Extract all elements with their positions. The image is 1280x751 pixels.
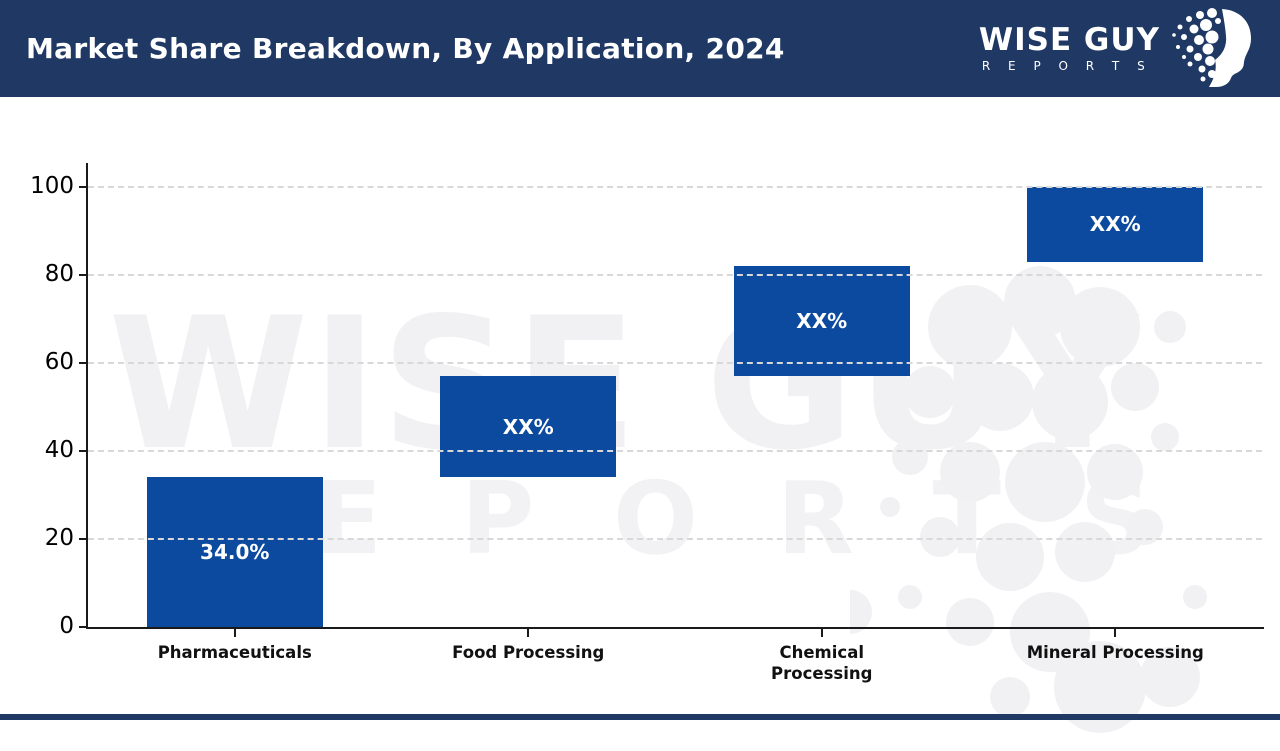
x-category-label: Food Processing: [452, 643, 605, 662]
logo-text: WISE GUY R E P O R T S: [978, 22, 1160, 73]
bar-value-label: XX%: [796, 309, 848, 334]
x-category-label: Mineral Processing: [1026, 643, 1204, 662]
grid-line: [88, 538, 1262, 540]
y-tick-label: 0: [59, 613, 74, 639]
y-axis-tick: [79, 450, 87, 452]
header-bar: Market Share Breakdown, By Application, …: [0, 0, 1280, 97]
bar-value-label: XX%: [1089, 212, 1141, 237]
footer-bar: [0, 714, 1280, 720]
y-axis-tick: [79, 362, 87, 364]
x-axis-line: [86, 627, 1264, 629]
wise-guy-logo: WISE GUY R E P O R T S: [979, 7, 1254, 91]
bar-value-label: XX%: [502, 414, 554, 439]
bar-segment: [1027, 187, 1204, 262]
waterfall-chart: WISE GUY R E P O R T S 0 20 40 60 80 100 34.0%…: [0, 97, 1280, 733]
y-tick-label: 80: [44, 261, 74, 287]
x-axis-tick: [527, 629, 530, 637]
x-axis-tick: [1114, 629, 1117, 637]
bar-segment: [440, 376, 617, 478]
dotted-head-icon: [1162, 7, 1254, 91]
y-tick-label: 100: [30, 173, 74, 199]
x-category-label: Pharmaceuticals: [157, 643, 312, 662]
page-title: Market Share Breakdown, By Application, …: [26, 32, 785, 65]
y-tick-label: 20: [44, 525, 74, 551]
y-axis-line: [86, 163, 88, 629]
x-axis-tick: [233, 629, 236, 637]
grid-line: [88, 362, 1262, 364]
y-axis-tick: [79, 626, 87, 628]
logo-wordmark: WISE GUY: [978, 22, 1160, 58]
y-axis-tick: [79, 186, 87, 188]
grid-line: [88, 450, 1262, 452]
bar-segment: [733, 266, 910, 377]
grid-line: [88, 274, 1262, 276]
x-category-label: Chemical Processing: [771, 643, 873, 683]
y-tick-label: 40: [44, 437, 74, 463]
grid-line: [88, 186, 1262, 188]
logo-subtitle: R E P O R T S: [981, 59, 1152, 73]
bar-value-label: 34.0%: [200, 540, 270, 565]
bar-segment: [146, 477, 323, 627]
x-axis-tick: [820, 629, 823, 637]
y-tick-label: 60: [44, 349, 74, 375]
y-axis-tick: [79, 274, 87, 276]
y-axis-tick: [79, 538, 87, 540]
